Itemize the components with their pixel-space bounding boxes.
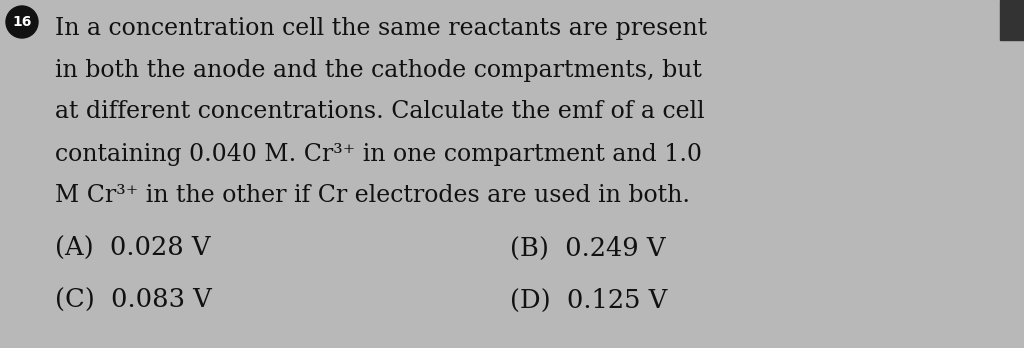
Bar [1000,0,1024,40]
Text: (D)  0.125 V: (D) 0.125 V [510,287,668,313]
Circle shape [6,6,38,38]
Text: M Cr³⁺ in the other if Cr electrodes are used in both.: M Cr³⁺ in the other if Cr electrodes are… [55,184,690,207]
Text: in both the anode and the cathode compartments, but: in both the anode and the cathode compar… [55,58,701,81]
Text: In a concentration cell the same reactants are present: In a concentration cell the same reactan… [55,16,708,40]
Text: (A)  0.028 V: (A) 0.028 V [55,236,211,261]
Text: 16: 16 [12,15,32,29]
Text: (B)  0.249 V: (B) 0.249 V [510,236,666,261]
Text: (C)  0.083 V: (C) 0.083 V [55,287,212,313]
Text: at different concentrations. Calculate the emf of a cell: at different concentrations. Calculate t… [55,101,705,124]
Text: containing 0.040 M. Cr³⁺ in one compartment and 1.0: containing 0.040 M. Cr³⁺ in one compartm… [55,142,702,166]
